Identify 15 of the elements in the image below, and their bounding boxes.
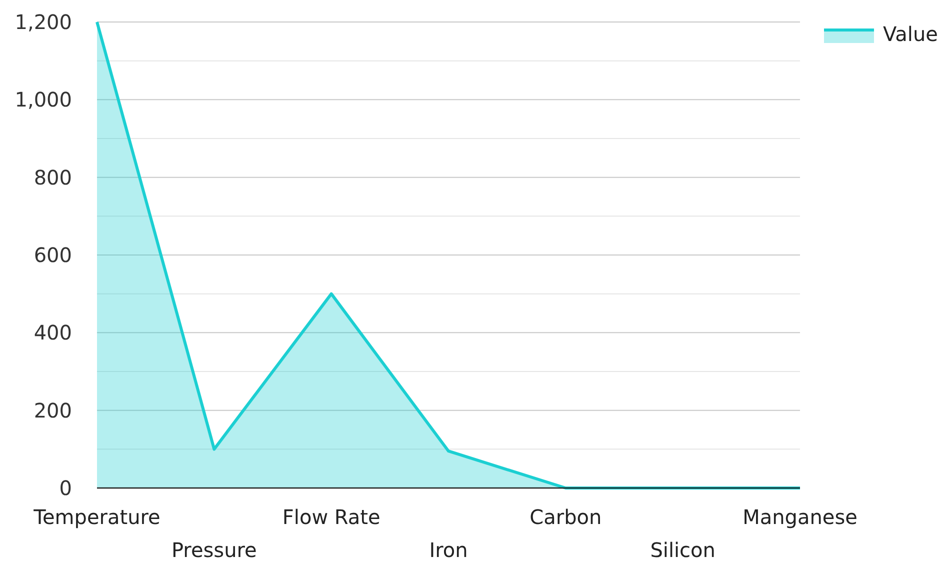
y-tick-label: 0	[59, 476, 72, 500]
x-tick-label: Silicon	[650, 538, 716, 562]
legend-label: Value	[883, 22, 938, 46]
x-tick-label: Carbon	[530, 505, 602, 529]
y-tick-label: 1,200	[14, 10, 72, 34]
y-tick-label: 200	[34, 398, 72, 422]
y-tick-label: 600	[34, 243, 72, 267]
x-tick-label: Temperature	[32, 505, 160, 529]
x-tick-label: Manganese	[742, 505, 858, 529]
x-tick-label: Iron	[429, 538, 468, 562]
y-tick-label: 1,000	[14, 88, 72, 112]
x-tick-label: Pressure	[171, 538, 257, 562]
x-tick-label: Flow Rate	[282, 505, 380, 529]
y-tick-label: 800	[34, 165, 72, 190]
y-tick-label: 400	[34, 320, 72, 345]
